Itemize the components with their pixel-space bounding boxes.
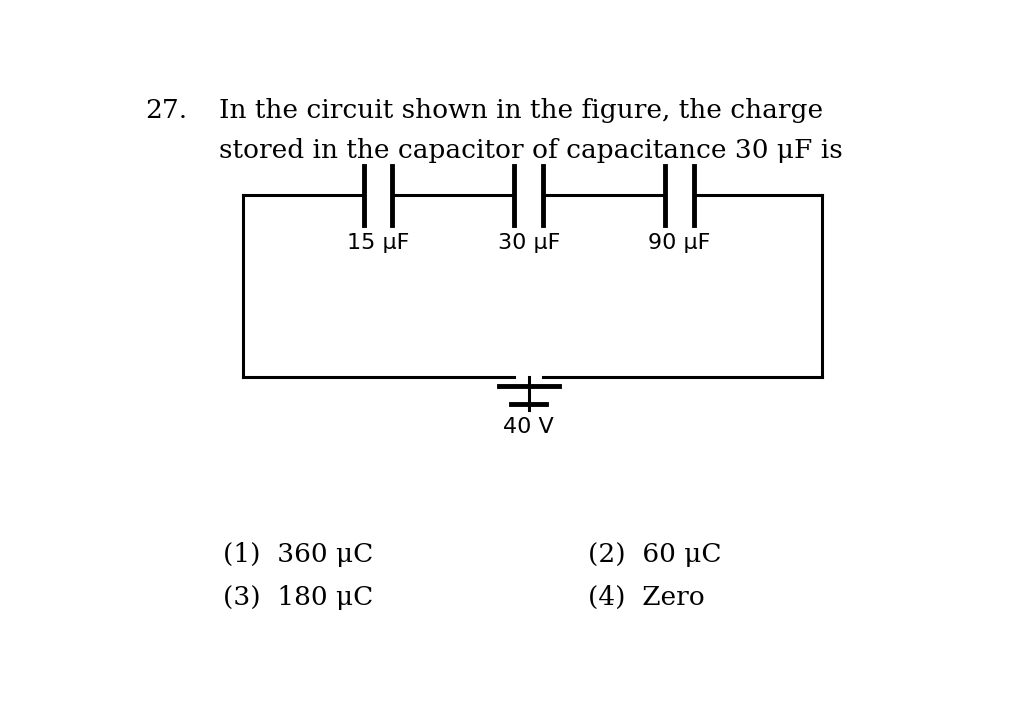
- Text: stored in the capacitor of capacitance 30 μF is: stored in the capacitor of capacitance 3…: [219, 138, 843, 164]
- Text: (1)  360 μC: (1) 360 μC: [223, 542, 374, 567]
- Text: 90 μF: 90 μF: [648, 233, 711, 253]
- Text: 15 μF: 15 μF: [347, 233, 410, 253]
- Text: (2)  60 μC: (2) 60 μC: [588, 542, 722, 567]
- Text: In the circuit shown in the figure, the charge: In the circuit shown in the figure, the …: [219, 98, 823, 123]
- Text: 27.: 27.: [145, 98, 187, 123]
- Text: 40 V: 40 V: [504, 418, 554, 437]
- Text: 30 μF: 30 μF: [498, 233, 560, 253]
- Text: (4)  Zero: (4) Zero: [588, 585, 706, 610]
- Text: (3)  180 μC: (3) 180 μC: [223, 585, 374, 610]
